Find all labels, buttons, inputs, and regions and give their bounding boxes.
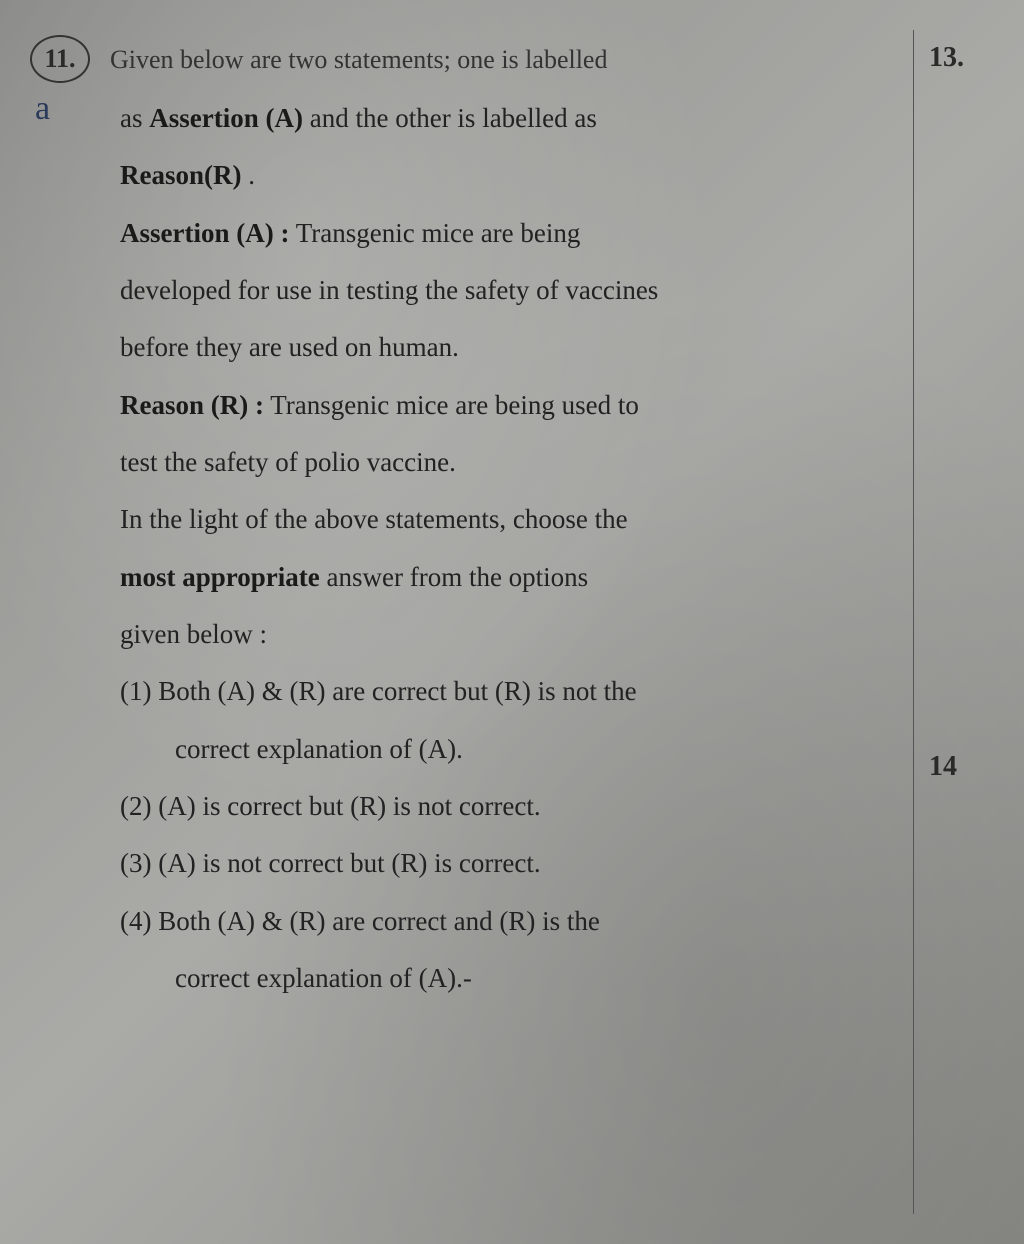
intro-suffix: and the other is labelled as <box>303 103 597 133</box>
assertion-label: Assertion (A) : <box>120 218 289 248</box>
instruction-line-2: most appropriate answer from the options <box>120 550 888 605</box>
intro-prefix: as <box>120 103 149 133</box>
instruction-line-3: given below : <box>120 607 888 662</box>
option-4-line-2: correct explanation of (A).- <box>120 951 888 1006</box>
reason-r-heading: Reason(R) <box>120 160 242 190</box>
reason-label-line: Reason(R) . <box>120 148 888 203</box>
assertion-line-2: developed for use in testing the safety … <box>120 263 888 318</box>
reason-line-1: Reason (R) : Transgenic mice are being u… <box>120 378 888 433</box>
main-question-column: a 11. Given below are two statements; on… <box>30 30 914 1214</box>
option-1-line-1: (1) Both (A) & (R) are correct but (R) i… <box>120 664 888 719</box>
question-body: as Assertion (A) and the other is labell… <box>30 91 888 662</box>
most-appropriate-label: most appropriate <box>120 562 320 592</box>
option-4-line-1: (4) Both (A) & (R) are correct and (R) i… <box>120 894 888 949</box>
question-number-badge: 11. <box>30 35 90 83</box>
intro-line-2: as Assertion (A) and the other is labell… <box>120 91 888 146</box>
side-question-13: 13. <box>929 42 984 74</box>
options-block: (1) Both (A) & (R) are correct but (R) i… <box>30 664 888 1006</box>
option-1-line-2: correct explanation of (A). <box>120 722 888 777</box>
reason-label-inline: Reason (R) : <box>120 390 264 420</box>
reason-line-2: test the safety of polio vaccine. <box>120 435 888 490</box>
reason-text-1: Transgenic mice are being used to <box>264 390 639 420</box>
option-3: (3) (A) is not correct but (R) is correc… <box>120 836 888 891</box>
handwritten-annotation: a <box>35 90 50 128</box>
option-2: (2) (A) is correct but (R) is not correc… <box>120 779 888 834</box>
assertion-text-1: Transgenic mice are being <box>289 218 580 248</box>
intro-line-1: Given below are two statements; one is l… <box>110 45 607 74</box>
assertion-line-3: before they are used on human. <box>120 320 888 375</box>
instruction-suffix: answer from the options <box>320 562 588 592</box>
side-column: 13. 14 <box>914 30 984 1214</box>
question-header: 11. Given below are two statements; one … <box>30 30 888 83</box>
assertion-a-label: Assertion (A) <box>149 103 303 133</box>
reason-label-dot: . <box>242 160 256 190</box>
page-container: a 11. Given below are two statements; on… <box>30 30 984 1214</box>
question-intro-text: Given below are two statements; one is l… <box>110 30 607 82</box>
assertion-line-1: Assertion (A) : Transgenic mice are bein… <box>120 206 888 261</box>
side-question-14: 14 <box>929 751 984 783</box>
instruction-line-1: In the light of the above statements, ch… <box>120 492 888 547</box>
